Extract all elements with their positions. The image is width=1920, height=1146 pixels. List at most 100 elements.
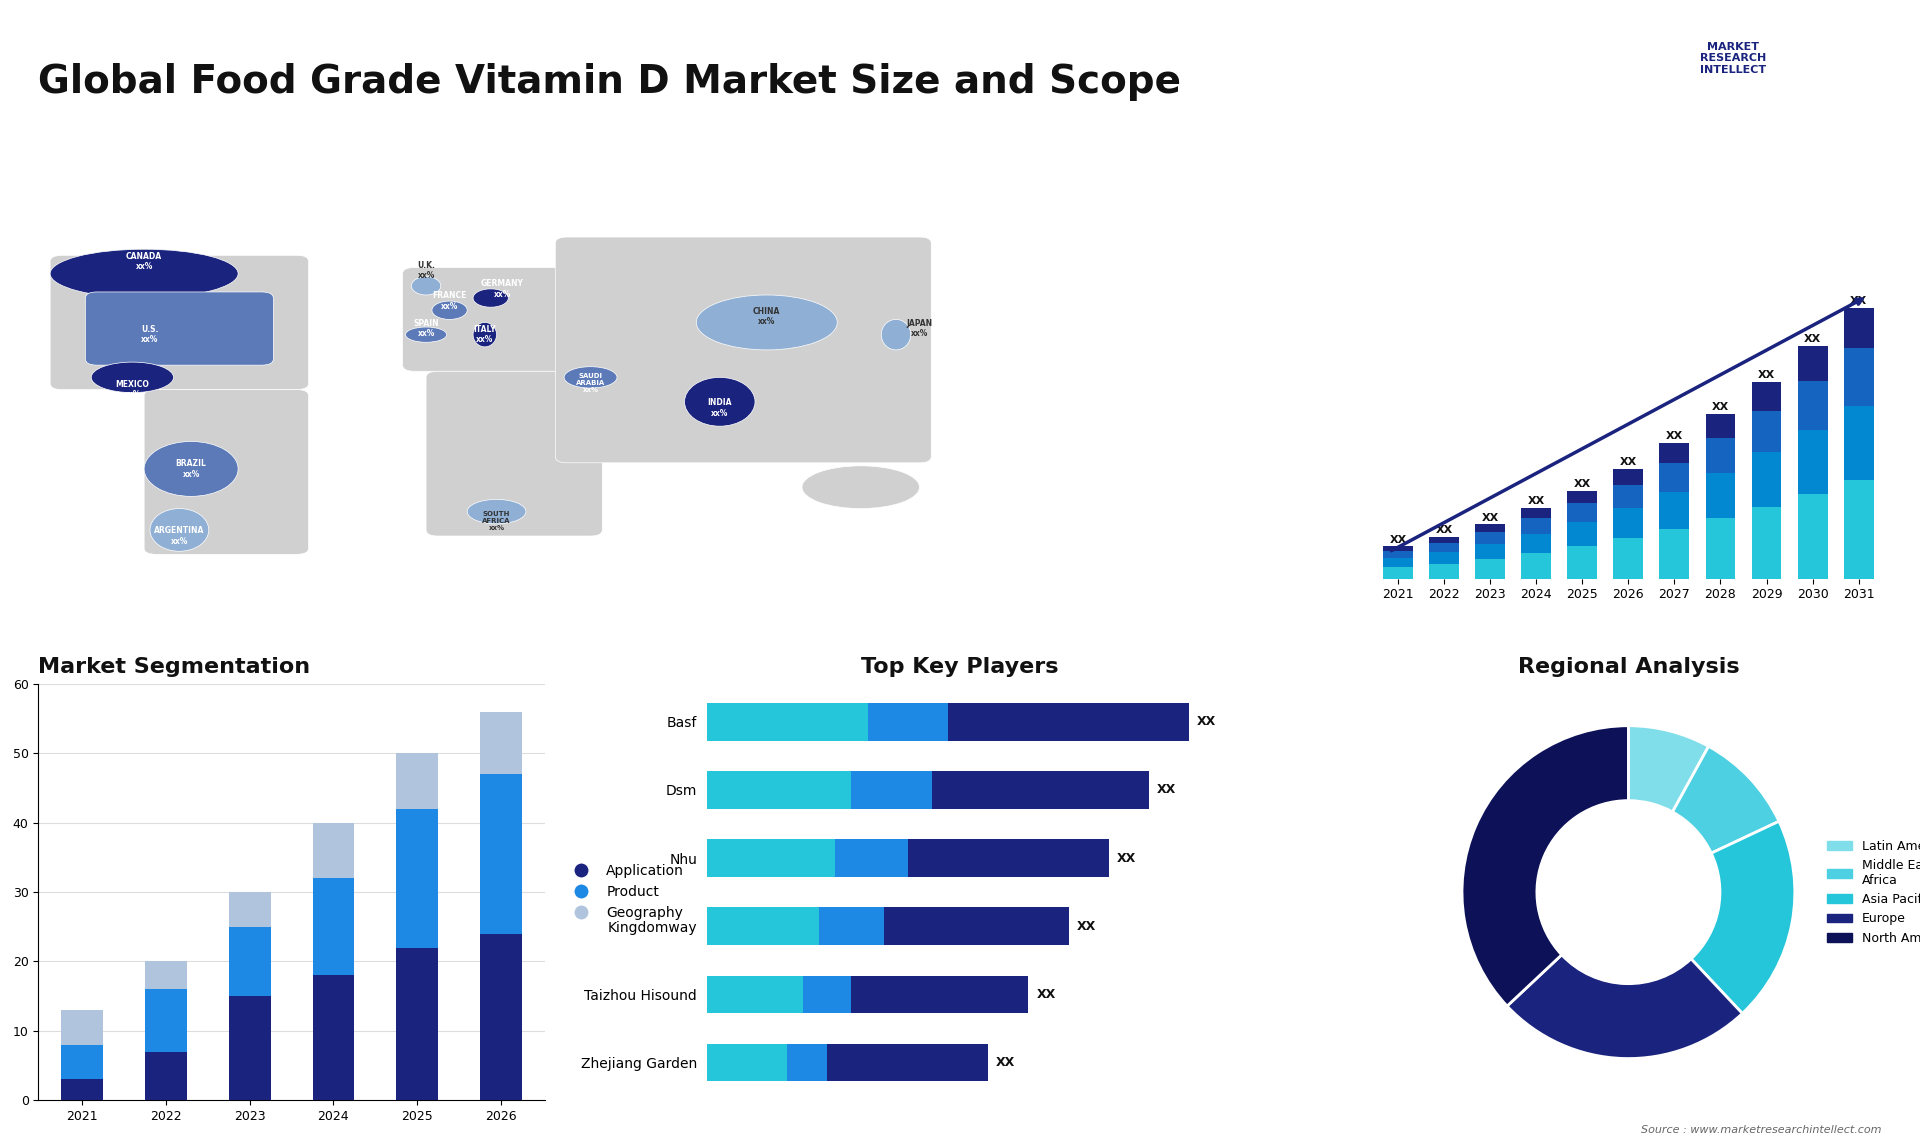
Ellipse shape [803, 465, 920, 509]
Bar [1428, 537, 1459, 543]
Text: XX: XX [1851, 296, 1868, 306]
Ellipse shape [472, 289, 509, 307]
Bar [61, 1080, 104, 1100]
Text: ARGENTINA
xx%: ARGENTINA xx% [154, 526, 205, 545]
Text: XX: XX [1667, 431, 1684, 441]
Bar [480, 775, 522, 934]
Text: Source : www.marketresearchintellect.com: Source : www.marketresearchintellect.com [1642, 1124, 1882, 1135]
Title: Regional Analysis: Regional Analysis [1517, 657, 1740, 677]
Bar [1382, 547, 1413, 551]
Text: SPAIN
xx%: SPAIN xx% [413, 319, 440, 338]
Text: BRAZIL
xx%: BRAZIL xx% [177, 460, 207, 479]
Text: Global Food Grade Vitamin D Market Size and Scope: Global Food Grade Vitamin D Market Size … [38, 63, 1181, 101]
Bar [396, 809, 438, 948]
Bar [1797, 494, 1828, 579]
Title: Top Key Players: Top Key Players [862, 657, 1058, 677]
Text: FRANCE
xx%: FRANCE xx% [432, 291, 467, 311]
Ellipse shape [150, 509, 209, 551]
Bar [1567, 547, 1597, 579]
Text: XX: XX [996, 1055, 1016, 1069]
Text: MEXICO
xx%: MEXICO xx% [115, 379, 150, 399]
Bar [1613, 539, 1644, 579]
Ellipse shape [92, 362, 173, 393]
Bar [396, 948, 438, 1100]
Bar [1428, 552, 1459, 564]
Bar [1751, 453, 1782, 507]
Bar [1382, 567, 1413, 579]
Bar [707, 1044, 828, 1081]
Bar [228, 996, 271, 1100]
Text: XX: XX [1574, 479, 1592, 489]
Bar [480, 934, 522, 1100]
Bar [1797, 380, 1828, 431]
Bar [1521, 518, 1551, 534]
Text: XX: XX [1713, 402, 1730, 413]
Bar [1521, 534, 1551, 554]
Ellipse shape [405, 327, 447, 343]
Bar [396, 753, 438, 809]
Bar [146, 1052, 186, 1100]
Bar [1382, 558, 1413, 567]
Text: XX: XX [1077, 920, 1096, 933]
Wedge shape [1461, 725, 1628, 1006]
FancyBboxPatch shape [84, 292, 273, 366]
Ellipse shape [144, 441, 238, 496]
Bar [707, 975, 851, 1013]
Text: XX: XX [1620, 457, 1638, 466]
Text: CHINA
xx%: CHINA xx% [753, 307, 780, 327]
Ellipse shape [467, 500, 526, 524]
FancyBboxPatch shape [50, 256, 309, 390]
Bar [707, 908, 820, 945]
Bar [1567, 521, 1597, 547]
Bar [1428, 564, 1459, 579]
Bar [1659, 529, 1690, 579]
Ellipse shape [411, 276, 442, 295]
FancyBboxPatch shape [144, 390, 309, 555]
Text: XX: XX [1037, 988, 1056, 1000]
Bar [707, 702, 1188, 740]
Bar [1705, 414, 1736, 439]
Wedge shape [1692, 822, 1795, 1013]
Bar [228, 927, 271, 996]
Bar [1567, 490, 1597, 503]
Bar [1659, 463, 1690, 492]
Bar [707, 908, 1069, 945]
Text: XX: XX [1196, 715, 1217, 728]
Bar [1613, 469, 1644, 485]
Bar [1843, 307, 1874, 348]
Ellipse shape [564, 367, 616, 388]
Text: CANADA
xx%: CANADA xx% [127, 252, 161, 272]
Bar [1475, 544, 1505, 559]
Bar [707, 771, 1148, 809]
Wedge shape [1672, 746, 1780, 853]
Bar [1797, 431, 1828, 494]
Bar [707, 839, 835, 877]
Bar [1751, 507, 1782, 579]
Text: ITALY
xx%: ITALY xx% [474, 325, 495, 344]
Text: XX: XX [1390, 534, 1407, 544]
Bar [1475, 559, 1505, 579]
Text: SOUTH
AFRICA
xx%: SOUTH AFRICA xx% [482, 511, 511, 531]
Text: INDIA
xx%: INDIA xx% [708, 398, 732, 417]
Text: MARKET
RESEARCH
INTELLECT: MARKET RESEARCH INTELLECT [1699, 42, 1766, 74]
Bar [1613, 485, 1644, 508]
Circle shape [1536, 801, 1720, 983]
Bar [1382, 551, 1413, 558]
Bar [1475, 533, 1505, 544]
Bar [1843, 406, 1874, 480]
Bar [1843, 348, 1874, 406]
Bar [1613, 508, 1644, 539]
Bar [707, 771, 931, 809]
Bar [1797, 346, 1828, 380]
Bar [1659, 492, 1690, 529]
Bar [61, 1010, 104, 1045]
FancyBboxPatch shape [426, 371, 603, 536]
Bar [1751, 382, 1782, 410]
Ellipse shape [50, 249, 238, 298]
Bar [1475, 524, 1505, 533]
Text: U.S.
xx%: U.S. xx% [142, 325, 159, 344]
Legend: Latin America, Middle East &
Africa, Asia Pacific, Europe, North America: Latin America, Middle East & Africa, Asi… [1822, 834, 1920, 950]
Wedge shape [1628, 725, 1709, 811]
Wedge shape [1507, 955, 1741, 1059]
Bar [1705, 439, 1736, 473]
